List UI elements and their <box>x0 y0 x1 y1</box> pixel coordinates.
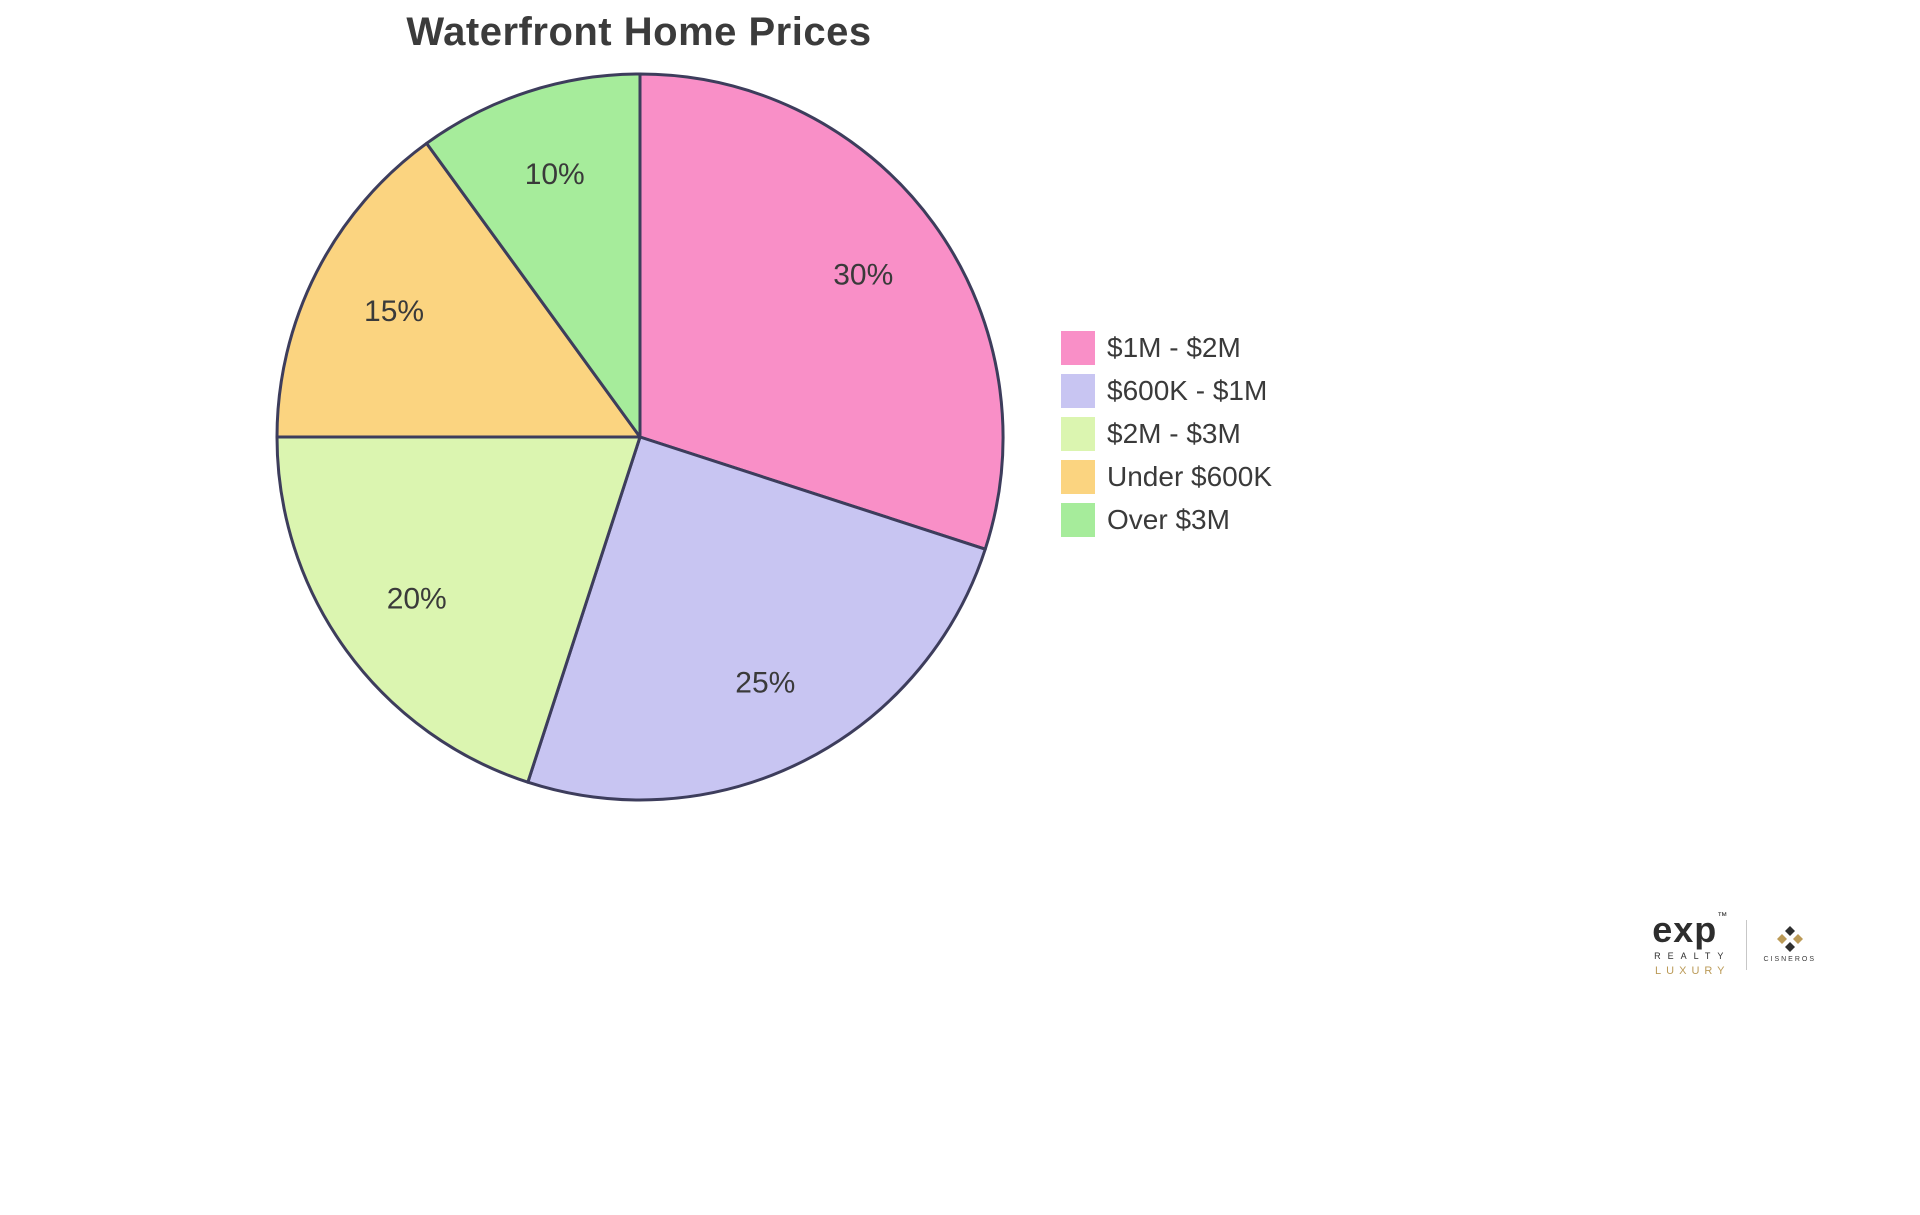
pie-slice-5 <box>425 72 642 439</box>
brand-divider <box>1746 919 1748 970</box>
partner-logo: CISNEROS <box>1763 926 1816 963</box>
exp-luxury-label: LUXURY <box>1655 965 1730 977</box>
legend-swatch <box>1061 503 1095 537</box>
exp-wordmark: exp™ <box>1652 909 1729 950</box>
legend-swatch <box>1061 417 1095 451</box>
pie-slice-2 <box>526 435 987 802</box>
exp-realty-label: REALTY <box>1654 951 1731 961</box>
slice-percent-label: 25% <box>735 666 795 699</box>
pie-slice-3 <box>275 435 642 784</box>
legend-label: Under $600K <box>1107 461 1273 492</box>
brand-footer: exp™ REALTY LUXURY CISNEROS <box>1650 909 1816 978</box>
partner-name: CISNEROS <box>1763 956 1816 963</box>
legend-item: $2M - $3M <box>1061 417 1272 451</box>
slice-percent-label: 15% <box>364 295 424 328</box>
legend-item: $600K - $1M <box>1061 374 1272 408</box>
legend-label: $2M - $3M <box>1107 418 1241 449</box>
exp-logo: exp™ REALTY LUXURY <box>1650 909 1731 978</box>
legend-item: $1M - $2M <box>1061 331 1272 365</box>
legend-item: Under $600K <box>1061 460 1272 494</box>
legend-swatch <box>1061 374 1095 408</box>
slice-percent-label: 20% <box>387 583 447 616</box>
slice-percent-label: 10% <box>525 158 585 191</box>
pie-slice-4 <box>275 141 642 439</box>
legend-label: $1M - $2M <box>1107 332 1241 363</box>
pie-slice-1 <box>638 72 1005 551</box>
legend-label: $600K - $1M <box>1107 375 1268 406</box>
chart-title: Waterfront Home Prices <box>406 10 872 54</box>
slice-percent-label: 30% <box>833 258 893 291</box>
trademark-symbol: ™ <box>1717 911 1729 922</box>
legend-swatch <box>1061 460 1095 494</box>
four-diamond-icon <box>1763 926 1816 952</box>
legend-label: Over $3M <box>1107 504 1230 535</box>
legend-item: Over $3M <box>1061 503 1272 537</box>
legend: $1M - $2M $600K - $1M $2M - $3M Under $600K… <box>1061 331 1272 537</box>
legend-swatch <box>1061 331 1095 365</box>
